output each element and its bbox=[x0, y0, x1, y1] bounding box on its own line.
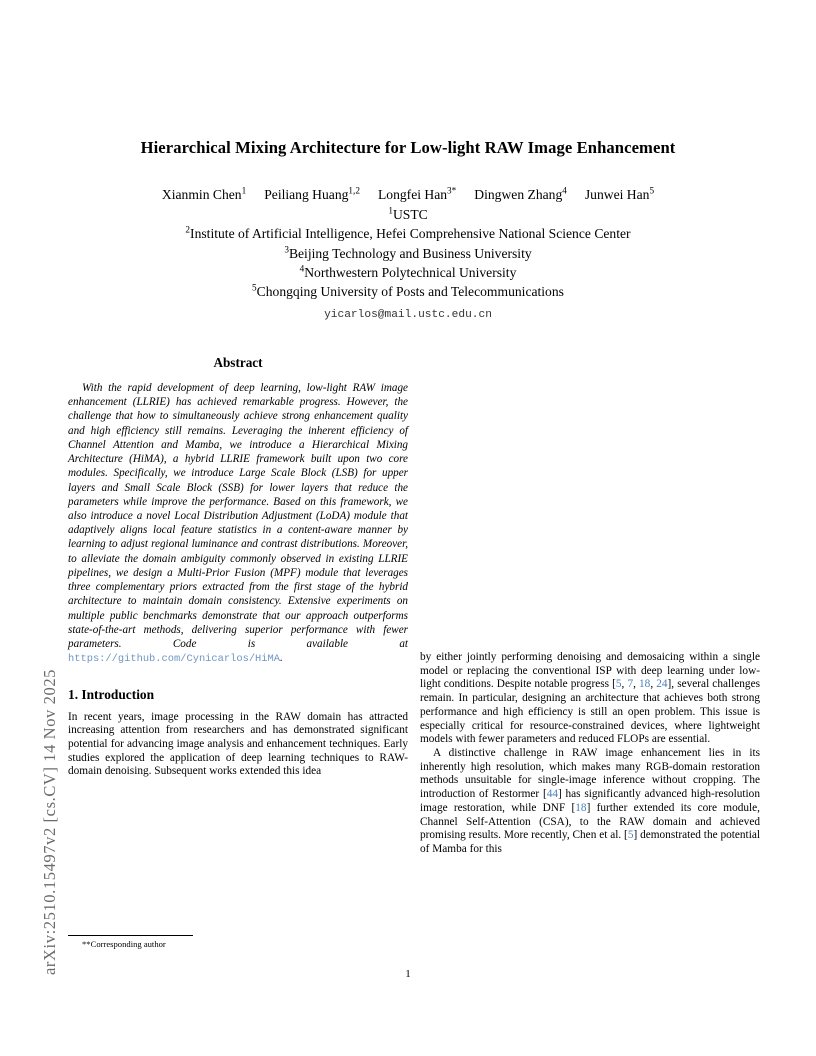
citation-link[interactable]: 7 bbox=[627, 678, 634, 691]
abstract-text-tail: . bbox=[280, 652, 283, 665]
affiliation-item: 1USTC bbox=[388, 205, 428, 223]
intro-paragraph-1: In recent years, image processing in the… bbox=[68, 710, 408, 778]
code-url-link[interactable]: https://github.com/Cynicarlos/HiMA bbox=[68, 653, 281, 666]
author-affiliation-marker: 1 bbox=[241, 185, 247, 196]
arxiv-stamp-text: arXiv:2510.15497v2 [cs.CV] 14 Nov 2025 bbox=[40, 668, 59, 975]
arxiv-stamp: arXiv:2510.15497v2 [cs.CV] 14 Nov 2025 bbox=[0, 0, 60, 1056]
author-name: Longfei Han3* bbox=[377, 185, 457, 202]
author-affiliation-marker: 5 bbox=[649, 185, 655, 196]
affiliation-item: 2Institute of Artificial Intelligence, H… bbox=[185, 224, 631, 242]
section-heading-introduction: 1. Introduction bbox=[68, 687, 155, 703]
author-affiliation-marker: 1,2 bbox=[348, 185, 360, 196]
citation-link[interactable]: 44 bbox=[546, 788, 558, 801]
title-block: Hierarchical Mixing Architecture for Low… bbox=[68, 138, 748, 321]
author-name: Peiliang Huang1,2 bbox=[264, 185, 360, 202]
citation-link[interactable]: 18 bbox=[639, 678, 651, 691]
page-title: Hierarchical Mixing Architecture for Low… bbox=[140, 138, 676, 157]
footnote-block: **Corresponding author bbox=[68, 935, 408, 949]
author-affiliation-marker: 4 bbox=[562, 185, 567, 196]
author-name: Dingwen Zhang4 bbox=[474, 185, 567, 202]
abstract-text-main: With the rapid development of deep learn… bbox=[68, 382, 408, 650]
citation-link[interactable]: 5 bbox=[627, 829, 634, 842]
right-paragraph-continued: by either jointly performing denoising a… bbox=[420, 651, 760, 746]
affiliation-item: 3Beijing Technology and Business Univers… bbox=[284, 244, 532, 261]
right-column: 29.029.530.030.531.05101520OursOurs(Base… bbox=[420, 355, 760, 857]
author-name: Junwei Han5 bbox=[584, 185, 655, 202]
affiliation-item: 4Northwestern Polytechnical University bbox=[299, 263, 517, 281]
right-paragraph-2: A distinctive challenge in RAW image enh… bbox=[420, 747, 760, 856]
author-name: Xianmin Chen1 bbox=[161, 185, 247, 202]
affiliation-list: 1USTC 2Institute of Artificial Intelligen… bbox=[68, 205, 748, 301]
citation-link[interactable]: 24 bbox=[656, 678, 668, 691]
author-list: Xianmin Chen1 Peiliang Huang1,2 Longfei Ha… bbox=[68, 185, 748, 205]
page-number: 1 bbox=[405, 968, 411, 980]
citation-link[interactable]: 18 bbox=[575, 801, 587, 814]
footnote-text: **Corresponding author bbox=[82, 939, 166, 949]
abstract-heading: Abstract bbox=[213, 355, 263, 370]
citation-link[interactable]: 5 bbox=[615, 678, 622, 691]
contact-email: yicarlos@mail.ustc.edu.cn bbox=[324, 308, 492, 321]
author-affiliation-marker: 3* bbox=[447, 185, 457, 196]
abstract-body: With the rapid development of deep learn… bbox=[68, 381, 408, 666]
left-column: Abstract With the rapid development of d… bbox=[68, 355, 408, 779]
affiliation-item: 5Chongqing University of Posts and Telec… bbox=[252, 282, 564, 300]
footnote-rule bbox=[68, 935, 193, 936]
